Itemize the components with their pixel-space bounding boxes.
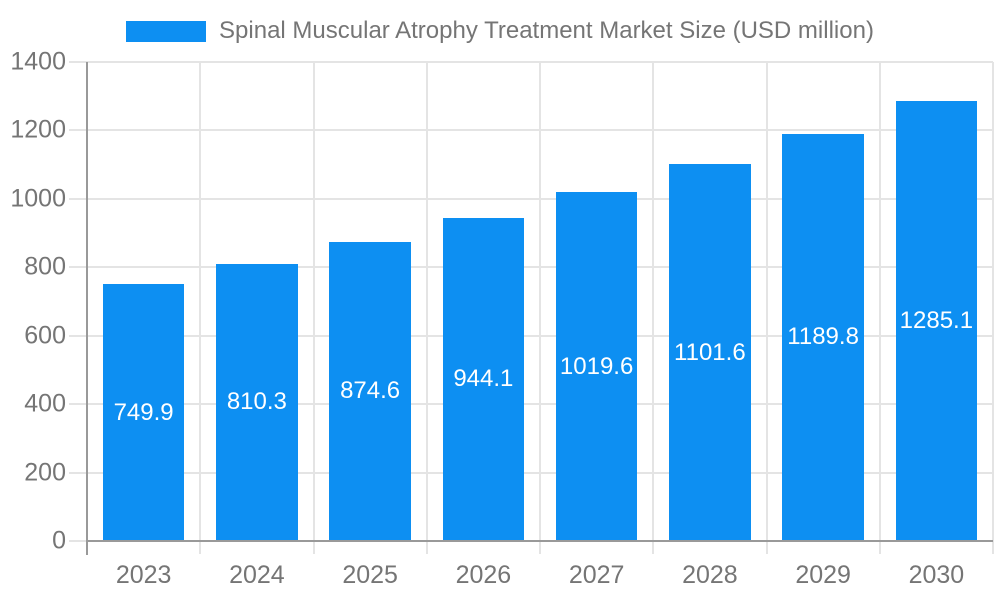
x-gridline — [425, 62, 428, 554]
y-axis-tick-label: 800 — [24, 252, 66, 281]
bar-value-label: 1101.6 — [674, 338, 746, 366]
y-gridline — [69, 197, 993, 200]
x-gridline — [765, 62, 768, 554]
plot-area: 0 200 400 600 800 1000 1200 1400 749.9 2023 810.3 2… — [10, 48, 994, 589]
bar[interactable]: 1101.6 — [669, 164, 751, 541]
x-axis-tick-label: 2030 — [908, 561, 965, 589]
bar-value-label: 874.6 — [340, 377, 401, 405]
x-axis-tick-label: 2023 — [115, 561, 172, 589]
x-gridline — [992, 62, 994, 554]
bar[interactable]: 944.1 — [442, 217, 525, 541]
bar[interactable]: 1019.6 — [555, 192, 638, 541]
x-gridline — [878, 62, 881, 554]
x-axis-tick-label: 2026 — [455, 561, 512, 589]
bar[interactable]: 749.9 — [102, 284, 185, 541]
bar[interactable]: 874.6 — [329, 241, 411, 541]
x-axis-tick-label: 2027 — [568, 561, 625, 589]
x-axis-tick-label: 2025 — [342, 561, 398, 589]
y-gridline — [69, 266, 993, 269]
x-gridline — [312, 62, 315, 554]
x-gridline — [199, 62, 202, 554]
bar-value-label: 810.3 — [226, 388, 287, 416]
y-axis-tick-label: 400 — [24, 389, 66, 418]
y-gridline — [69, 403, 993, 406]
y-gridline — [69, 129, 993, 132]
y-gridline — [69, 61, 993, 63]
y-axis-tick-label: 0 — [52, 526, 66, 555]
bar[interactable]: 1285.1 — [895, 101, 978, 541]
legend[interactable]: Spinal Muscular Atrophy Treatment Market… — [0, 17, 1000, 45]
y-axis-line — [86, 62, 88, 555]
bar-value-label: 1189.8 — [787, 323, 859, 351]
x-axis-tick-label: 2029 — [795, 561, 851, 589]
bar-value-label: 749.9 — [113, 398, 174, 426]
y-gridline — [69, 334, 993, 337]
bar-value-label: 1285.1 — [899, 307, 974, 335]
legend-series-label: Spinal Muscular Atrophy Treatment Market… — [219, 17, 874, 44]
bar-value-label: 944.1 — [453, 365, 514, 393]
y-gridline — [69, 471, 993, 474]
y-axis-tick-label: 200 — [24, 458, 66, 487]
x-axis-line — [87, 540, 993, 542]
y-axis-tick-label: 600 — [24, 321, 66, 350]
y-axis-tick-label: 1000 — [10, 184, 66, 213]
x-axis-tick-label: 2028 — [682, 561, 738, 589]
bar[interactable]: 1189.8 — [782, 133, 864, 541]
bar-value-label: 1019.6 — [559, 352, 634, 380]
y-axis-tick-label: 1400 — [10, 47, 66, 76]
bar[interactable]: 810.3 — [216, 263, 298, 541]
y-axis-tick-label: 1200 — [10, 115, 66, 144]
x-axis-tick-label: 2024 — [229, 561, 285, 589]
x-gridline — [652, 62, 655, 554]
legend-swatch-icon — [126, 20, 207, 42]
x-gridline — [539, 62, 541, 554]
